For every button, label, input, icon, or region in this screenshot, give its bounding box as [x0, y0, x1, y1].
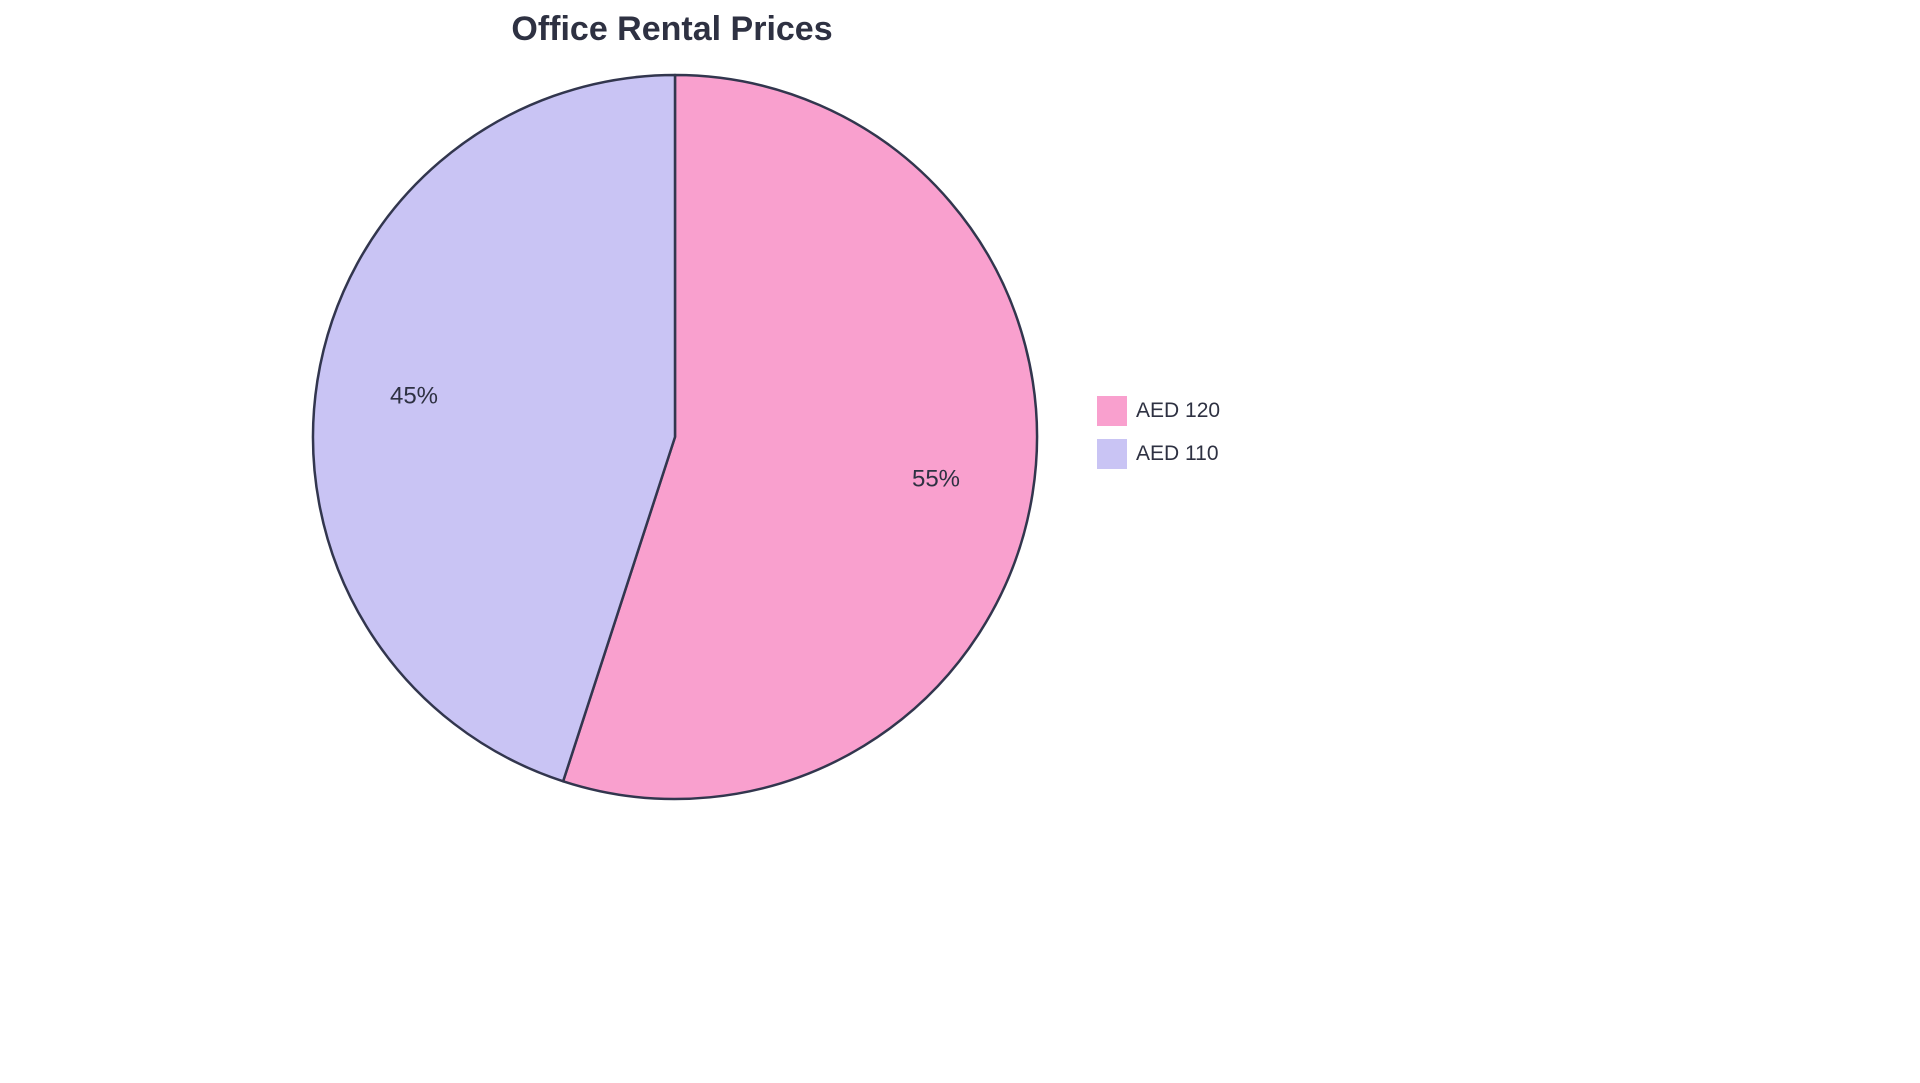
legend-item-aed-110: AED 110 — [1097, 439, 1220, 469]
legend-label: AED 110 — [1136, 442, 1219, 465]
legend-label: AED 120 — [1136, 399, 1221, 422]
pie-slice-aed-120 — [561, 73, 1039, 801]
pie-slice-aed-110 — [311, 73, 677, 783]
legend-swatch — [1097, 396, 1127, 426]
slice-percent-label: 55% — [912, 465, 960, 492]
slice-percent-label: 45% — [390, 383, 438, 410]
legend-item-aed-120: AED 120 — [1097, 396, 1220, 426]
legend-swatch — [1097, 439, 1127, 469]
chart-title: Office Rental Prices — [511, 10, 833, 48]
legend: AED 120 AED 110 — [1097, 396, 1220, 482]
